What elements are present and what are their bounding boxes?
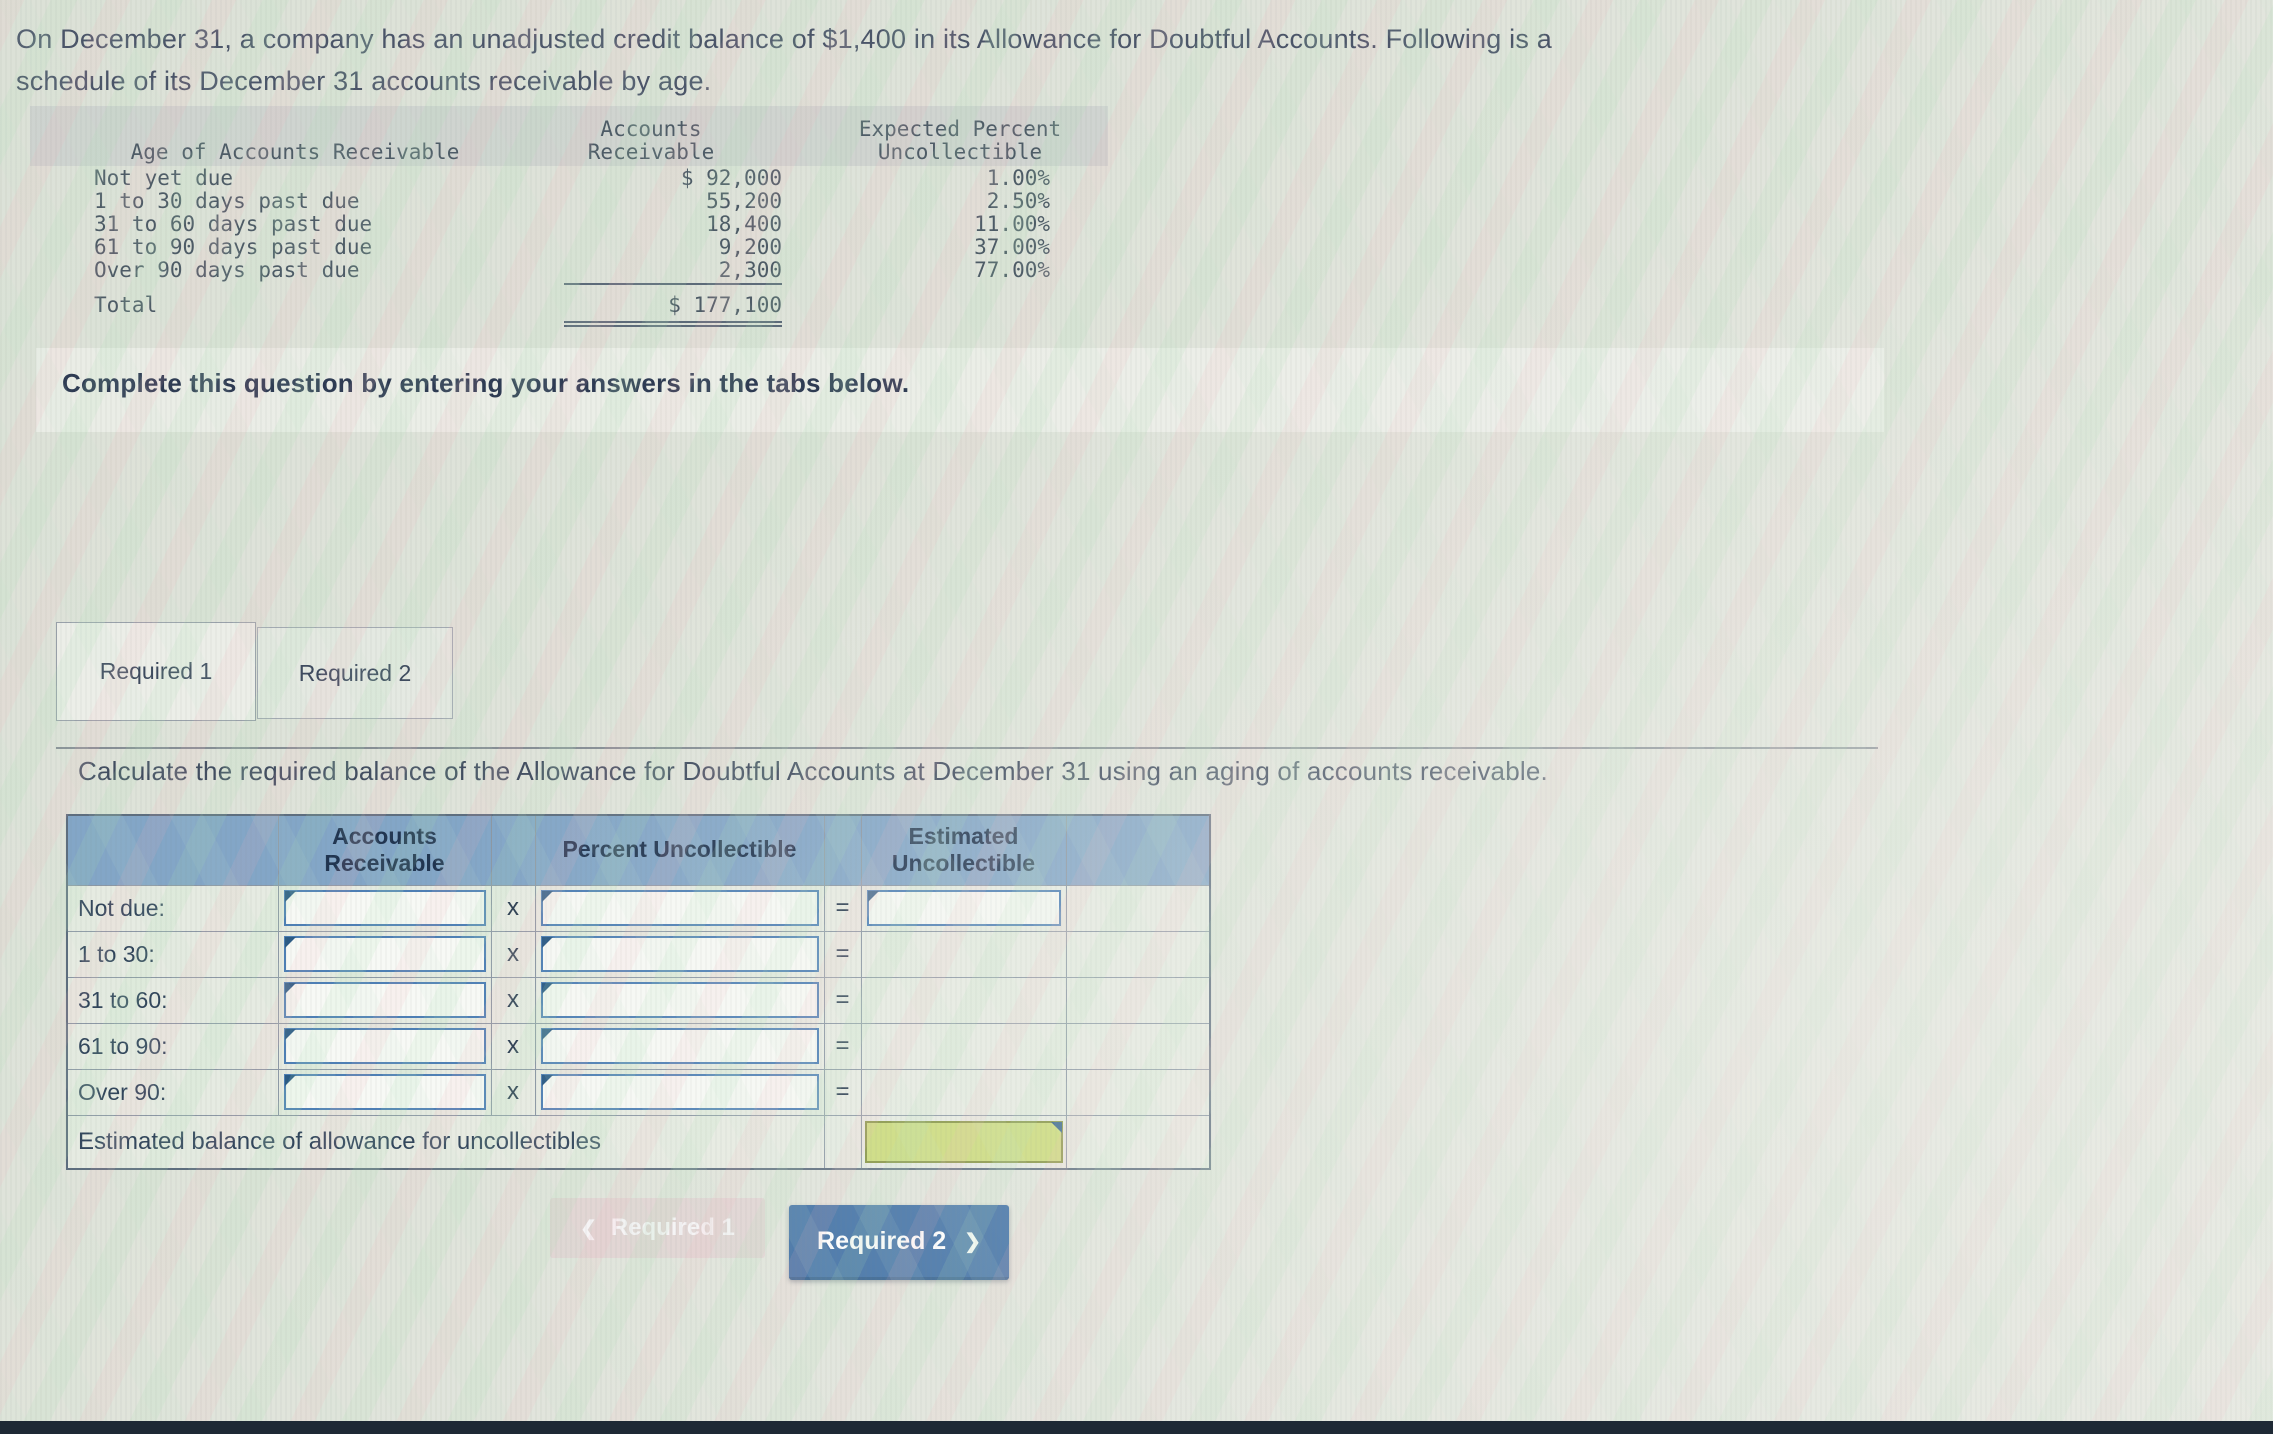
- answer-footer-row: Estimated balance of allowance for uncol…: [66, 1114, 1211, 1170]
- multiply-symbol: x: [490, 930, 536, 978]
- answer-row-label: 31 to 60:: [66, 976, 279, 1024]
- input-pct-not-due[interactable]: [540, 890, 819, 926]
- schedule-header-percent: Expected Percent Uncollectible: [858, 117, 1062, 164]
- equals-symbol: =: [823, 1068, 862, 1116]
- tab-panel-divider: [56, 747, 1878, 749]
- input-pct-31-60[interactable]: [540, 982, 819, 1018]
- screen-bezel: [0, 1421, 2273, 1434]
- answer-header-equals-blank: [823, 814, 862, 886]
- answer-cell-blank: [1065, 1114, 1211, 1170]
- answer-cell-blank: [1065, 1068, 1211, 1116]
- aging-schedule-table: Age of Accounts Receivable Accounts Rece…: [30, 106, 1110, 327]
- schedule-row-percent: 37.00%: [974, 235, 1050, 259]
- answer-row-31-to-60: 31 to 60: x =: [66, 976, 1211, 1024]
- complete-banner-text: Complete this question by entering your …: [62, 368, 910, 398]
- schedule-row-age: Not yet due: [94, 166, 234, 190]
- chevron-left-icon: ❮: [580, 1217, 597, 1240]
- estimated-balance-label: Estimated balance of allowance for uncol…: [66, 1114, 825, 1170]
- tab-required-2-label: Required 2: [298, 659, 412, 686]
- input-ar-61-90[interactable]: [283, 1028, 486, 1064]
- schedule-total-value: $ 177,100: [490, 294, 812, 327]
- answer-cell-blank: [860, 1022, 1067, 1070]
- answer-cell-blank: [823, 1114, 862, 1170]
- answer-cell-blank: [860, 930, 1067, 978]
- equals-symbol: =: [823, 976, 862, 1024]
- schedule-row-age: Over 90 days past due: [94, 258, 360, 282]
- schedule-row-age: 31 to 60 days past due: [94, 212, 373, 236]
- answer-row-not-due: Not due: x =: [66, 884, 1211, 932]
- answer-row-label: 61 to 90:: [66, 1022, 279, 1070]
- equals-symbol: =: [823, 1022, 862, 1070]
- schedule-row-receivable: 18,400: [706, 212, 782, 236]
- answer-header-extra-blank: [1065, 814, 1211, 886]
- input-ar-31-60[interactable]: [283, 982, 486, 1018]
- answer-table: Accounts Receivable Percent Uncollectibl…: [66, 814, 1211, 1170]
- equals-symbol: =: [823, 884, 862, 932]
- schedule-row-percent: 77.00%: [974, 258, 1050, 282]
- input-est-not-due[interactable]: [866, 890, 1061, 926]
- complete-banner: Complete this question by entering your …: [36, 348, 1884, 432]
- required2-next-button[interactable]: Required 2 ❯: [789, 1205, 1009, 1280]
- input-pct-1-30[interactable]: [540, 936, 819, 972]
- answer-header-estimated-uncollectible: Estimated Uncollectible: [860, 814, 1067, 886]
- answer-cell-blank: [1065, 884, 1211, 932]
- tab-required-1-label: Required 1: [99, 658, 213, 684]
- schedule-header-receivable: Accounts Receivable: [587, 117, 715, 164]
- input-ar-1-30[interactable]: [283, 936, 486, 972]
- input-pct-61-90[interactable]: [540, 1028, 819, 1064]
- multiply-symbol: x: [490, 1022, 536, 1070]
- equals-symbol: =: [823, 930, 862, 978]
- schedule-row-receivable: $ 92,000: [680, 166, 782, 190]
- next-button-label: Required 2: [817, 1226, 947, 1255]
- schedule-total-percent-blank: [812, 294, 1108, 327]
- input-ar-not-due[interactable]: [283, 890, 486, 926]
- schedule-spacer: [30, 285, 1108, 294]
- input-pct-over-90[interactable]: [540, 1074, 819, 1110]
- schedule-row-age: 1 to 30 days past due: [94, 189, 360, 213]
- answer-cell-blank: [1065, 976, 1211, 1024]
- multiply-symbol: x: [490, 976, 536, 1024]
- answer-header-blank: [66, 814, 279, 886]
- answer-cell-blank: [1065, 1022, 1211, 1070]
- answer-row-1-to-30: 1 to 30: x =: [66, 930, 1211, 978]
- input-estimated-balance[interactable]: [864, 1120, 1063, 1163]
- schedule-total-label: Total: [94, 293, 158, 317]
- schedule-row-percent: 2.50%: [986, 189, 1050, 213]
- tab-required-2[interactable]: Required 2: [257, 627, 453, 719]
- answer-header-percent-uncollectible: Percent Uncollectible: [534, 814, 825, 886]
- schedule-header-age: Age of Accounts Receivable: [130, 140, 460, 164]
- question-text: On December 31, a company has an unadjus…: [16, 18, 1916, 102]
- answer-header-multiply-blank: [490, 814, 536, 886]
- question-line-1: On December 31, a company has an unadjus…: [16, 24, 1552, 54]
- answer-row-61-to-90: 61 to 90: x =: [66, 1022, 1211, 1070]
- required1-prev-button[interactable]: ❮ Required 1: [550, 1198, 765, 1258]
- required1-instruction: Calculate the required balance of the Al…: [78, 756, 1548, 786]
- answer-row-label: 1 to 30:: [66, 930, 279, 978]
- chevron-right-icon: ❯: [964, 1230, 981, 1253]
- tab-required-1[interactable]: Required 1: [56, 622, 256, 721]
- answer-cell-blank: [1065, 930, 1211, 978]
- input-ar-over-90[interactable]: [283, 1074, 486, 1110]
- answer-cell-blank: [860, 1068, 1067, 1116]
- answer-table-header-row: Accounts Receivable Percent Uncollectibl…: [66, 814, 1211, 886]
- multiply-symbol: x: [490, 884, 536, 932]
- schedule-row-age: 61 to 90 days past due: [94, 235, 373, 259]
- answer-row-label: Over 90:: [66, 1068, 279, 1116]
- schedule-row-percent: 11.00%: [974, 212, 1050, 236]
- prev-button-label: Required 1: [610, 1214, 735, 1241]
- schedule-row-receivable: 55,200: [706, 189, 782, 213]
- answer-header-accounts-receivable: Accounts Receivable: [277, 814, 492, 886]
- schedule-row-percent: 1.00%: [986, 166, 1050, 190]
- multiply-symbol: x: [490, 1068, 536, 1116]
- answer-cell-blank: [860, 976, 1067, 1024]
- schedule-row-receivable: 9,200: [718, 235, 782, 259]
- answer-row-label: Not due:: [66, 884, 279, 932]
- answer-row-over-90: Over 90: x =: [66, 1068, 1211, 1116]
- schedule-row-receivable: 2,300: [490, 259, 812, 285]
- question-line-2: schedule of its December 31 accounts rec…: [16, 66, 712, 96]
